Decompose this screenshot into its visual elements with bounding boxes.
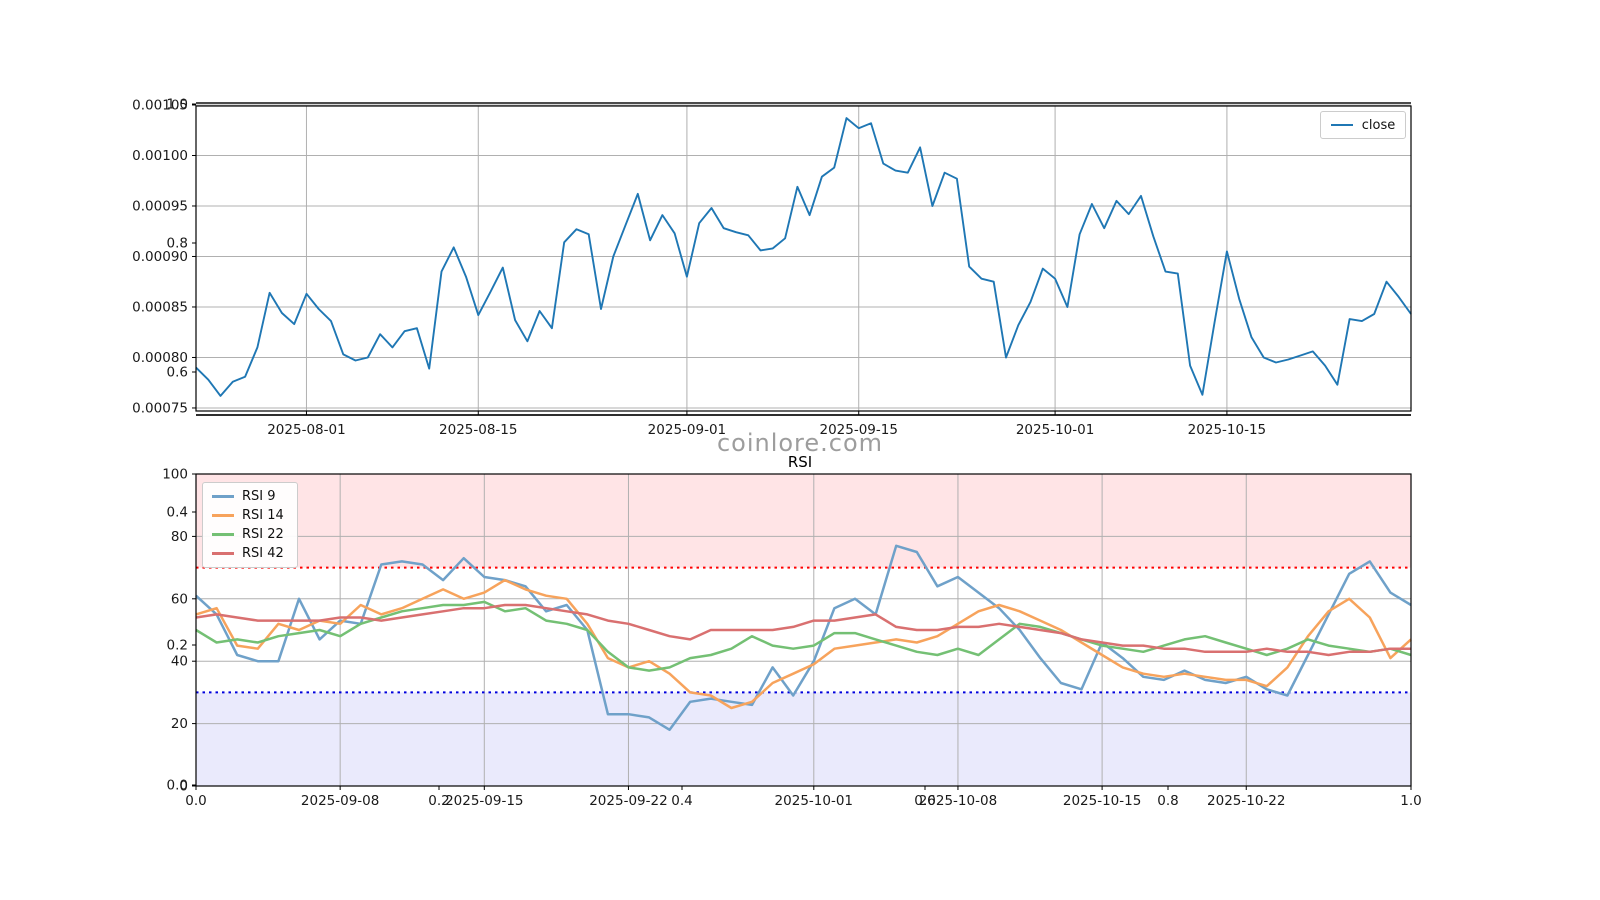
rsi-y-tick-label: 80 <box>171 529 188 545</box>
rsi-legend-row: RSI 9 <box>212 489 297 504</box>
oversold-band <box>196 692 1411 786</box>
rsi-x-tick-label: 2025-10-08 <box>919 793 997 809</box>
price-x-tick-label: 2025-09-01 <box>648 422 726 438</box>
rsi-legend-row: RSI 22 <box>212 527 297 542</box>
ghost-x-tick-label: 1.0 <box>1400 793 1421 809</box>
rsi-legend-label: RSI 22 <box>242 527 284 542</box>
ghost-x-tick-label: 0.0 <box>185 793 206 809</box>
ghost-y-tick-label: 1.0 <box>167 97 188 113</box>
rsi-line-swatch <box>212 533 234 536</box>
rsi-y-tick-label: 40 <box>171 654 188 670</box>
rsi-x-tick-label: 2025-10-01 <box>775 793 853 809</box>
series-line <box>195 600 1412 672</box>
price-x-tick-label: 2025-08-01 <box>267 422 345 438</box>
rsi-legend-row: RSI 14 <box>212 508 297 523</box>
rsi-legend-label: RSI 14 <box>242 508 284 523</box>
rsi-line-swatch <box>212 495 234 498</box>
rsi-x-tick-label: 2025-10-15 <box>1063 793 1141 809</box>
rsi-y-tick-label: 0 <box>179 779 188 795</box>
series-line <box>195 578 1412 710</box>
close-line-swatch <box>1330 124 1353 126</box>
rsi-chart-title: RSI <box>787 453 813 471</box>
rsi-legend: RSI 9 RSI 14 RSI 22 RSI 42 <box>202 482 298 568</box>
rsi-line-swatch <box>212 552 234 555</box>
rsi-frame <box>195 473 1412 787</box>
rsi-x-tick-label: 2025-09-15 <box>445 793 523 809</box>
series-line <box>195 117 1412 397</box>
rsi-x-tick-label: 2025-09-22 <box>589 793 667 809</box>
rsi-y-tick-label: 20 <box>171 716 188 732</box>
ghost-x-tick-label: 0.2 <box>428 793 449 809</box>
price-y-tick-label: 0.00090 <box>132 249 188 265</box>
price-y-tick-label: 0.00075 <box>132 400 188 416</box>
ghost-x-tick-label: 0.4 <box>671 793 692 809</box>
rsi-line-swatch <box>212 514 234 517</box>
rsi-legend-label: RSI 9 <box>242 489 276 504</box>
rsi-y-tick-label: 60 <box>171 591 188 607</box>
ghost-y-tick-label: 0.0 <box>167 778 188 794</box>
watermark: coinlore.com <box>716 429 884 457</box>
rsi-x-tick-label: 2025-09-08 <box>301 793 379 809</box>
price-x-tick-label: 2025-09-15 <box>819 422 897 438</box>
price-x-tick-label: 2025-08-15 <box>439 422 517 438</box>
ghost-y-tick-label: 0.4 <box>167 505 188 521</box>
price-y-tick-label: 0.00085 <box>132 299 188 315</box>
price-frame <box>195 105 1412 412</box>
price-y-tick-label: 0.00100 <box>132 148 188 164</box>
ghost-x-tick-label: 0.8 <box>1157 793 1178 809</box>
series-line <box>195 603 1411 657</box>
ghost-y-tick-label: 0.2 <box>167 638 188 654</box>
series-line <box>195 544 1412 732</box>
rsi-x-tick-label: 2025-10-22 <box>1207 793 1285 809</box>
rsi-y-tick-label: 100 <box>162 467 188 483</box>
price-legend: close <box>1320 111 1406 139</box>
price-y-tick-label: 0.00105 <box>132 97 188 113</box>
overbought-band <box>196 474 1411 568</box>
ghost-y-tick-label: 0.8 <box>167 236 188 252</box>
ghost-x-tick-label: 0.6 <box>914 793 935 809</box>
price-x-tick-label: 2025-10-01 <box>1016 422 1094 438</box>
rsi-legend-row: RSI 42 <box>212 546 297 561</box>
rsi-legend-label: RSI 42 <box>242 546 284 561</box>
price-x-tick-label: 2025-10-15 <box>1188 422 1266 438</box>
price-y-tick-label: 0.00095 <box>132 198 188 214</box>
ghost-y-tick-label: 0.6 <box>167 365 188 381</box>
price-y-tick-label: 0.00080 <box>132 350 188 366</box>
close-legend-label: close <box>1361 117 1396 133</box>
